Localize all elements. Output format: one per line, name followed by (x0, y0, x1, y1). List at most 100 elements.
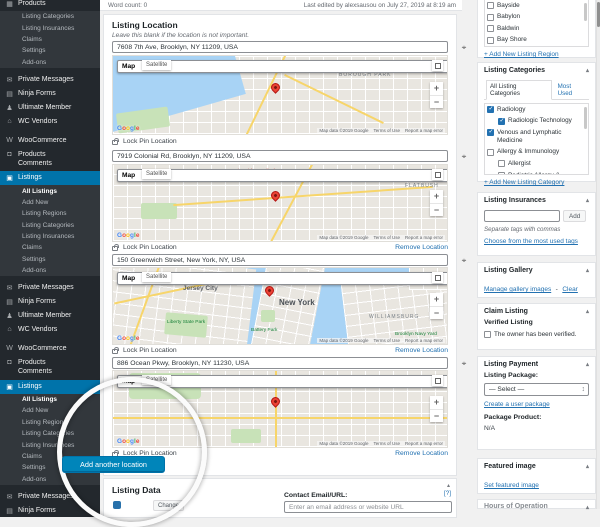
checkbox[interactable] (487, 36, 494, 44)
google-logo[interactable]: Google (117, 438, 140, 445)
sidebar-item-add-new[interactable]: Add New (0, 405, 100, 417)
map-zoom-control[interactable]: + − (430, 190, 443, 216)
sidebar-item-ultimate-member[interactable]: ♟ Ultimate Member (0, 309, 100, 323)
lock-icon[interactable] (112, 243, 119, 251)
report-error-link[interactable]: Report a map error (404, 235, 443, 240)
fullscreen-icon[interactable] (432, 60, 443, 71)
zoom-in-button[interactable]: + (433, 83, 440, 93)
collapse-icon[interactable]: ▴ (585, 268, 589, 274)
zoom-in-button[interactable]: + (433, 397, 440, 407)
panel-title[interactable]: Listing Insurances ▴ (478, 193, 595, 208)
google-map-4[interactable]: Map Satellite + − Google Map data ©2019 … (112, 370, 448, 448)
checkbox-item[interactable]: Venous and Lymphatic Medicine (485, 127, 588, 147)
sidebar-item-listing-categories[interactable]: Listing Categories (0, 11, 100, 23)
add-another-location-button[interactable]: Add another location (62, 456, 165, 473)
help-link[interactable]: [?] (443, 490, 451, 497)
geolocate-icon[interactable]: ⌖ (461, 43, 467, 52)
checkbox[interactable] (487, 106, 494, 114)
panel-title[interactable]: Listing Gallery ▴ (478, 263, 595, 278)
sidebar-item-claims[interactable]: Claims (0, 450, 100, 463)
sidebar-item-add-ons[interactable]: Add-ons (0, 473, 100, 485)
sidebar-item-wc-vendors[interactable]: ⌂ WC Vendors (0, 115, 100, 129)
choose-tags-link[interactable]: Choose from the most used tags (484, 238, 578, 245)
address-input-3[interactable] (112, 254, 448, 266)
geolocate-icon[interactable]: ⌖ (461, 152, 467, 161)
sidebar-item-private-messages[interactable]: ✉ Private Messages (0, 281, 100, 295)
checkbox-item[interactable]: Allergy & Immunology (485, 147, 588, 159)
sidebar-item-woocommerce[interactable]: W WooCommerce (0, 342, 100, 356)
map-zoom-control[interactable]: + − (430, 293, 443, 319)
zoom-out-button[interactable]: − (430, 409, 443, 422)
geolocate-icon[interactable]: ⌖ (461, 359, 467, 368)
checkbox[interactable] (487, 2, 494, 10)
zoom-out-button[interactable]: − (430, 95, 443, 108)
report-error-link[interactable]: Report a map error (404, 128, 443, 133)
checkbox-item[interactable]: Radiologic Technology (496, 116, 588, 128)
sidebar-item-listing-regions[interactable]: Listing Regions (0, 416, 100, 428)
page-scrollbar[interactable] (596, 0, 600, 509)
map-type-map-button[interactable]: Map (117, 169, 447, 182)
remove-location-link[interactable]: Remove Location (395, 347, 448, 354)
checkbox[interactable] (498, 117, 505, 125)
remove-location-link[interactable]: Remove Location (395, 244, 448, 251)
report-error-link[interactable]: Report a map error (404, 441, 443, 446)
insurances-input[interactable] (484, 210, 560, 222)
sidebar-item-private-messages[interactable]: ✉ Private Messages (0, 73, 100, 87)
checkbox[interactable] (498, 160, 505, 168)
remove-location-link[interactable]: Remove Location (395, 450, 448, 457)
checkbox[interactable] (487, 25, 494, 33)
collapse-icon[interactable]: ▴ (585, 198, 589, 204)
sidebar-item-ninja-forms[interactable]: ▤ Ninja Forms (0, 504, 100, 517)
geolocate-icon[interactable]: ⌖ (461, 256, 467, 265)
sidebar-item-claims[interactable]: Claims (0, 33, 100, 46)
checkbox-item[interactable]: Allergist (496, 158, 588, 170)
map-zoom-control[interactable]: + − (430, 396, 443, 422)
checkbox[interactable] (487, 13, 494, 21)
sidebar-item-listings[interactable]: ▣ Listings (0, 379, 100, 394)
sidebar-item-private-messages[interactable]: ✉ Private Messages (0, 490, 100, 504)
google-map-1[interactable]: KENSINGTON BOROUGH PARK Map Satellite + … (112, 55, 448, 135)
sidebar-item-add-ons[interactable]: Add-ons (0, 56, 100, 68)
address-input-4[interactable] (112, 357, 448, 369)
terms-link[interactable]: Terms of Use (373, 128, 400, 133)
verified-checkbox[interactable] (484, 331, 491, 339)
report-error-link[interactable]: Report a map error (404, 338, 443, 343)
checkbox-item[interactable]: Baldwin (485, 23, 588, 35)
change-button[interactable]: Change (153, 500, 185, 511)
address-input-2[interactable] (112, 150, 448, 162)
list-scrollbar[interactable] (584, 107, 587, 129)
sidebar-item-products-comments[interactable]: ◘ Products Comments (0, 148, 100, 172)
package-select[interactable]: — Select — ↕ (484, 383, 589, 396)
zoom-out-button[interactable]: − (430, 306, 443, 319)
google-map-2[interactable]: Maimonides Medical Center KENSINGTON FLA… (112, 164, 448, 242)
sidebar-item-woocommerce[interactable]: W WooCommerce (0, 134, 100, 148)
panel-title[interactable]: Listing Payment ▴ (478, 357, 595, 372)
page-scrollbar-thumb[interactable] (596, 2, 600, 27)
add-tag-button[interactable]: Add (563, 210, 587, 222)
collapse-icon[interactable]: ▴ (585, 68, 589, 74)
collapse-icon[interactable]: ▴ (446, 483, 450, 489)
sidebar-item-ninja-forms[interactable]: ▤ Ninja Forms (0, 87, 100, 101)
sidebar-item-claims[interactable]: Claims (0, 242, 100, 254)
sidebar-item-settings[interactable]: Settings (0, 253, 100, 265)
terms-link[interactable]: Terms of Use (373, 338, 400, 343)
verified-checkbox-row[interactable]: The owner has been verified. (484, 329, 589, 341)
terms-link[interactable]: Terms of Use (373, 441, 400, 446)
google-logo[interactable]: Google (117, 232, 140, 239)
checkbox[interactable] (498, 172, 505, 174)
collapse-icon[interactable]: ▴ (585, 464, 589, 470)
sidebar-item-all-listings[interactable]: All Listings (0, 185, 100, 197)
sidebar-item-listings[interactable]: ▣ Listings (0, 171, 100, 186)
panel-title[interactable]: Listing Categories ▴ (478, 63, 595, 78)
sidebar-item-listing-insurances[interactable]: Listing Insurances (0, 439, 100, 451)
sidebar-item-add-new[interactable]: Add New (0, 196, 100, 209)
map-type-satellite-button[interactable]: Satellite (142, 375, 172, 385)
map-type-map-button[interactable]: Map (117, 60, 447, 73)
lock-pin-label[interactable]: Lock Pin Location (123, 347, 177, 354)
checkbox-item[interactable]: Bay Shore (485, 35, 588, 46)
checkbox-item[interactable]: Radiology (485, 104, 588, 116)
contact-email-input[interactable] (284, 501, 452, 513)
sidebar-item-products[interactable]: ▦ Products (0, 0, 100, 11)
list-scrollbar[interactable] (584, 3, 587, 21)
panel-title[interactable]: Featured image ▴ (478, 459, 595, 474)
